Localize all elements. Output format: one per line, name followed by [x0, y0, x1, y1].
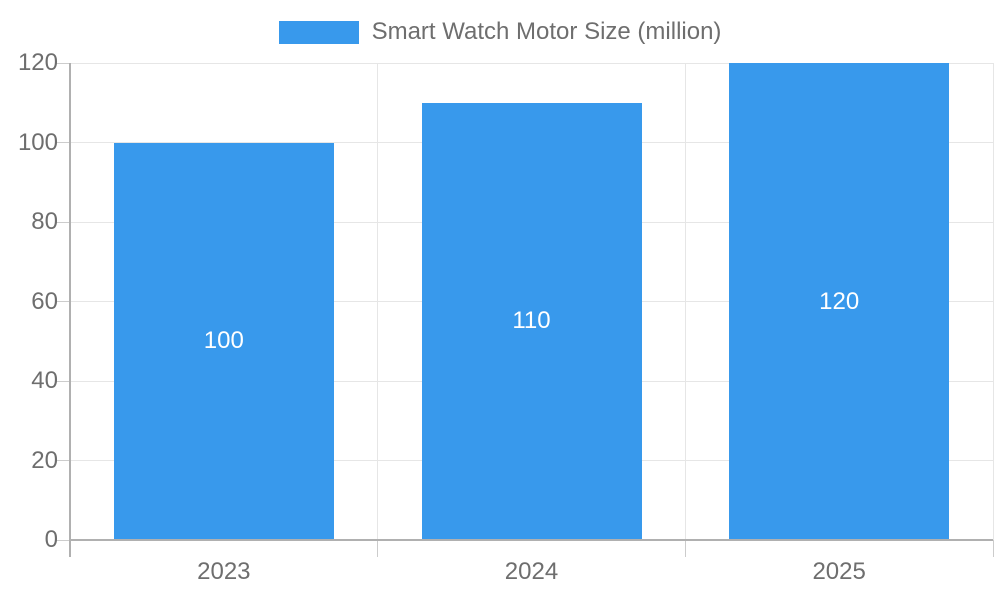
- bar-value-label: 100: [203, 327, 244, 355]
- x-gridline: [377, 63, 379, 540]
- x-tick-label: 2025: [812, 558, 866, 585]
- legend-swatch: [278, 20, 359, 44]
- y-tick-label: 60: [31, 287, 58, 315]
- y-tick-label: 120: [17, 49, 58, 76]
- y-tick-mark: [56, 62, 70, 64]
- x-tick-label: 2024: [504, 558, 559, 585]
- y-tick-mark: [56, 221, 70, 223]
- y-tick-label: 100: [17, 128, 58, 156]
- y-tick-mark: [56, 380, 70, 382]
- y-tick-label: 80: [31, 208, 58, 235]
- x-axis-line: [69, 539, 993, 541]
- x-tick-mark: [377, 540, 379, 557]
- y-tick-mark: [56, 460, 70, 461]
- x-gridline: [684, 63, 686, 540]
- x-tick-label: 2023: [197, 558, 251, 585]
- x-tick-mark: [684, 540, 686, 557]
- y-tick-label: 0: [44, 526, 58, 553]
- y-gridline: [70, 62, 993, 64]
- bar-value-label: 110: [512, 307, 551, 335]
- y-axis-line: [69, 63, 71, 557]
- legend[interactable]: Smart Watch Motor Size (million): [0, 18, 1000, 46]
- bar[interactable]: [421, 102, 642, 540]
- y-tick-label: 20: [31, 446, 58, 474]
- legend-label: Smart Watch Motor Size (million): [371, 18, 722, 45]
- x-gridline: [992, 63, 994, 540]
- bar-value-label: 120: [819, 287, 860, 315]
- y-tick-mark: [56, 142, 70, 143]
- y-tick-label: 40: [31, 367, 58, 394]
- y-tick-mark: [56, 301, 70, 302]
- bar[interactable]: [113, 142, 334, 540]
- x-tick-mark: [992, 540, 994, 557]
- y-tick-mark: [56, 539, 70, 541]
- bar[interactable]: [729, 63, 950, 540]
